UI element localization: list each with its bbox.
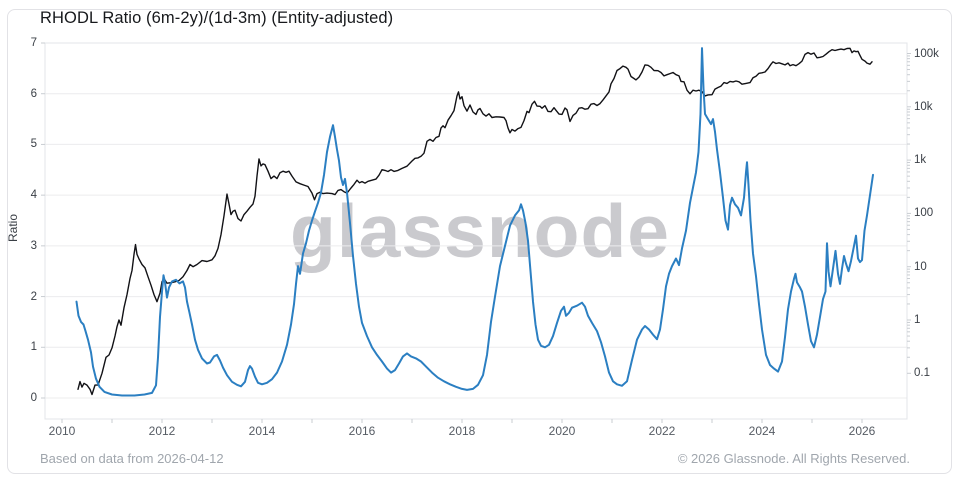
rhodl-ratio-line-series [75,47,874,397]
price-line-series [77,47,873,396]
copyright-note: © 2026 Glassnode. All Rights Reserved. [677,451,910,466]
chart-card [7,9,952,474]
axis-tick-marks [41,42,911,423]
plot-border [44,42,908,420]
data-date-note: Based on data from 2026-04-12 [40,451,224,466]
page-title: RHODL Ratio (6m-2y)/(1d-3m) (Entity-adju… [40,9,394,27]
gridlines [45,42,907,399]
